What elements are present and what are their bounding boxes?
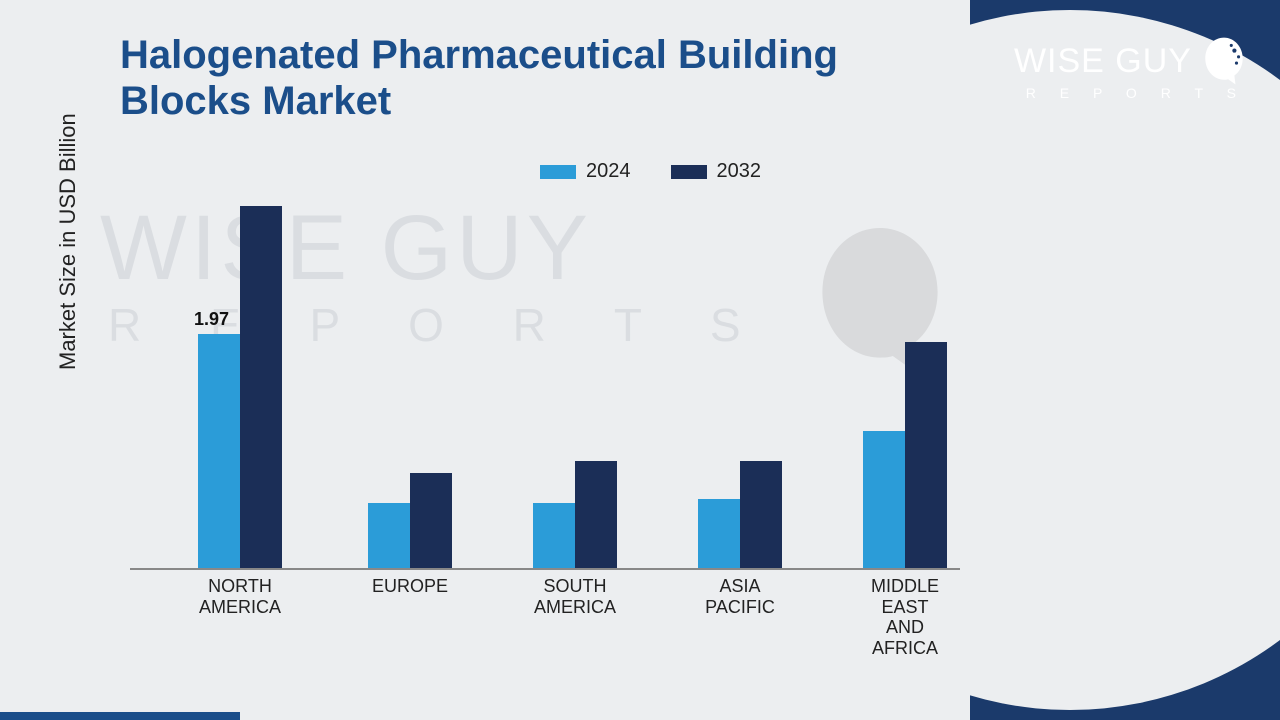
legend: 2024 2032 bbox=[540, 160, 761, 183]
category-label: SOUTHAMERICA bbox=[505, 576, 645, 617]
value-label: 1.97 bbox=[194, 309, 229, 330]
legend-item-2032: 2032 bbox=[671, 160, 762, 183]
bar-group: SOUTHAMERICA bbox=[505, 461, 645, 568]
brand-logo: WISE GUY R E P O R T S bbox=[1014, 35, 1250, 101]
legend-label-2032: 2032 bbox=[717, 160, 762, 183]
category-label: NORTHAMERICA bbox=[170, 576, 310, 617]
bar-2032 bbox=[905, 342, 947, 568]
chart-title: Halogenated Pharmaceutical Building Bloc… bbox=[120, 32, 880, 124]
logo-sub-text: R E P O R T S bbox=[1014, 85, 1250, 101]
bar-2032 bbox=[740, 461, 782, 568]
bar-group: ASIAPACIFIC bbox=[670, 461, 810, 568]
bar-2032 bbox=[240, 206, 282, 568]
logo-head-icon bbox=[1198, 35, 1250, 87]
bar-group: MIDDLEEASTANDAFRICA bbox=[835, 342, 975, 568]
chart-page: WISE GUY R E P O R T S Halogenated Pharm… bbox=[0, 0, 1280, 720]
bar-group: NORTHAMERICA1.97 bbox=[170, 206, 310, 568]
legend-swatch-2024 bbox=[540, 165, 576, 179]
category-label: EUROPE bbox=[340, 576, 480, 597]
category-label: ASIAPACIFIC bbox=[670, 576, 810, 617]
bar-2024 bbox=[533, 503, 575, 568]
bar-2032 bbox=[575, 461, 617, 568]
chart-area: Market Size in USD Billion 2024 2032 NOR… bbox=[60, 160, 980, 700]
legend-item-2024: 2024 bbox=[540, 160, 631, 183]
logo-main-text: WISE GUY bbox=[1014, 42, 1192, 81]
bar-2024 bbox=[863, 431, 905, 568]
legend-swatch-2032 bbox=[671, 165, 707, 179]
right-panel bbox=[970, 0, 1280, 720]
plot-area: NORTHAMERICA1.97 EUROPE SOUTHAMERICAASIAPA… bbox=[130, 190, 960, 570]
bar-2024 bbox=[368, 503, 410, 568]
bar-group: EUROPE bbox=[340, 473, 480, 568]
bar-2024 bbox=[198, 334, 240, 568]
bar-2024 bbox=[698, 499, 740, 568]
logo-main-row: WISE GUY bbox=[1014, 35, 1250, 87]
bar-2032 bbox=[410, 473, 452, 568]
bottom-accent-bar bbox=[0, 712, 240, 720]
legend-label-2024: 2024 bbox=[586, 160, 631, 183]
y-axis-label: Market Size in USD Billion bbox=[55, 113, 81, 370]
category-label: MIDDLEEASTANDAFRICA bbox=[835, 576, 975, 659]
